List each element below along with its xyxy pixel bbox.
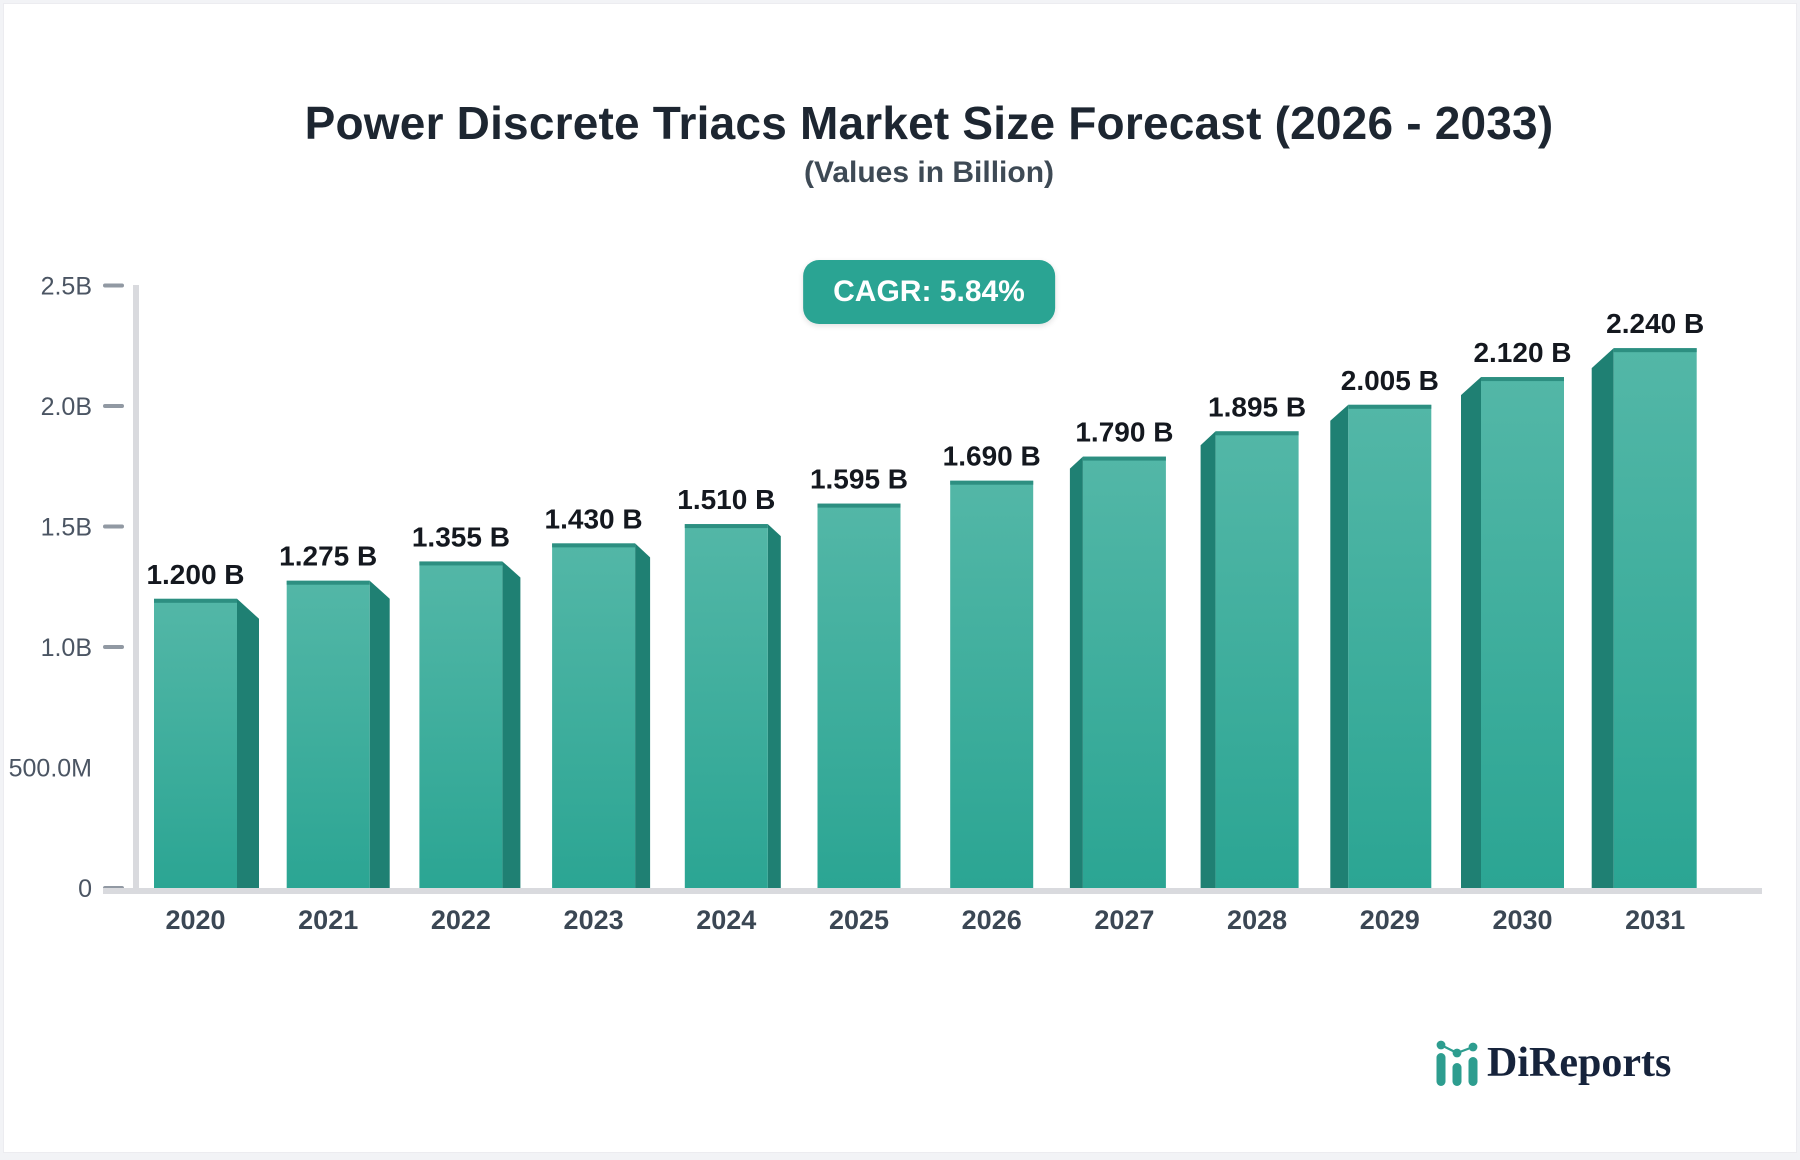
y-axis-tick-label: 2.5B [41, 273, 92, 301]
x-axis-year-label: 2020 [165, 905, 225, 935]
bar-value-label: 1.275 B [279, 541, 377, 572]
bar-value-label: 1.895 B [1208, 391, 1306, 422]
bar-value-label: 2.005 B [1341, 365, 1439, 396]
bar-2024 [684, 524, 781, 888]
bar-face [286, 580, 370, 888]
bar-2029 [1330, 404, 1432, 888]
bar-side [635, 543, 651, 888]
bar-face [817, 503, 901, 888]
bar-2020 [154, 598, 259, 888]
bar-2026 [950, 480, 1034, 888]
bar-2025 [817, 503, 901, 888]
bar-side [1591, 348, 1614, 888]
bar-2028 [1200, 431, 1299, 888]
bar-top-edge [154, 598, 237, 603]
y-axis-tick-dash [103, 645, 124, 649]
bar-side [767, 524, 781, 888]
bar-face [1481, 377, 1564, 888]
bar-face [552, 543, 636, 888]
bar-top-edge [817, 503, 901, 508]
bar-top-edge [950, 480, 1034, 485]
bar-top-edge [286, 580, 370, 585]
brand-logo: DiReports [1434, 1038, 1671, 1086]
bar-top-edge [1613, 348, 1697, 353]
page-subtitle: (Values in Billion) [803, 156, 1055, 189]
x-axis-year-label: 2023 [564, 905, 624, 935]
bar-top-edge [684, 524, 768, 529]
bar-top-edge [1082, 456, 1166, 461]
cagr-badge: CAGR: 5.84% [803, 260, 1055, 324]
bar-top-edge [419, 561, 503, 566]
x-axis-year-label: 2027 [1094, 905, 1154, 935]
x-axis-year-label: 2029 [1360, 905, 1420, 935]
bar-value-label: 1.430 B [545, 503, 643, 534]
bar-face [1613, 348, 1697, 888]
bar-value-label: 1.200 B [146, 559, 244, 590]
x-axis-line [103, 888, 1762, 894]
bar-top-edge [1481, 377, 1564, 382]
x-axis-year-label: 2022 [431, 905, 491, 935]
bar-side [369, 580, 390, 888]
y-axis-tick-label: 0 [78, 875, 92, 903]
bar-value-label: 1.790 B [1075, 417, 1173, 448]
bar-face [154, 598, 237, 888]
bar-2022 [419, 561, 521, 888]
market-size-bar-chart: 0 500.0M 1.0B 1.5B 2.0B 2.5B 1.200 B 2020 1.275… [9, 273, 1762, 935]
bar-top-edge [1215, 431, 1299, 436]
y-axis-line [133, 285, 139, 894]
bar-side [1200, 431, 1216, 888]
axis-layer: 0 500.0M 1.0B 1.5B 2.0B 2.5B [9, 273, 1762, 903]
x-axis-year-label: 2021 [298, 905, 358, 935]
x-axis-year-label: 2024 [696, 905, 756, 935]
mini-bar-chart-logo-icon [1436, 1040, 1478, 1086]
bar-face [419, 561, 503, 888]
bar-face [950, 480, 1034, 888]
bar-value-label: 2.240 B [1606, 308, 1704, 339]
x-axis-year-label: 2031 [1625, 905, 1685, 935]
labels-layer: 1.200 B 2020 1.275 B 2021 1.355 B 2022 1.430 B… [146, 308, 1704, 935]
x-axis-year-label: 2026 [962, 905, 1022, 935]
bar-value-label: 1.595 B [810, 464, 908, 495]
bar-value-label: 1.355 B [412, 521, 510, 552]
bar-face [1348, 404, 1432, 888]
bar-face [1082, 456, 1166, 888]
x-axis-year-label: 2030 [1492, 905, 1552, 935]
bar-side [1461, 377, 1481, 888]
bar-side [237, 598, 259, 888]
bar-side [502, 561, 521, 888]
y-axis-tick-label: 1.5B [41, 514, 92, 542]
brand-name: DiReports [1487, 1039, 1672, 1086]
bar-face [684, 524, 768, 888]
bar-side [1330, 404, 1349, 888]
bar-2031 [1591, 348, 1697, 888]
page-title: Power Discrete Triacs Market Size Foreca… [304, 97, 1554, 149]
x-axis-year-label: 2025 [829, 905, 889, 935]
y-axis-tick-label: 1.0B [41, 634, 92, 662]
y-axis-tick-label: 2.0B [41, 393, 92, 421]
bar-2021 [286, 580, 390, 888]
x-axis-year-label: 2028 [1227, 905, 1287, 935]
bar-top-edge [552, 543, 636, 548]
bar-side [1069, 456, 1083, 888]
bar-face [1215, 431, 1299, 888]
y-axis-tick-dash [103, 524, 124, 529]
bars-layer [154, 348, 1697, 888]
bar-2030 [1461, 377, 1564, 888]
bar-2027 [1069, 456, 1166, 888]
y-axis-tick-dash [103, 283, 124, 288]
y-axis-tick-label: 500.0M [9, 755, 92, 783]
bar-value-label: 1.510 B [677, 484, 775, 515]
y-axis-tick-dash [103, 404, 124, 408]
bar-2023 [552, 543, 651, 888]
bar-top-edge [1348, 404, 1432, 409]
bar-value-label: 2.120 B [1473, 337, 1571, 368]
chart-card: Power Discrete Triacs Market Size Foreca… [3, 3, 1797, 1153]
bar-value-label: 1.690 B [943, 441, 1041, 472]
